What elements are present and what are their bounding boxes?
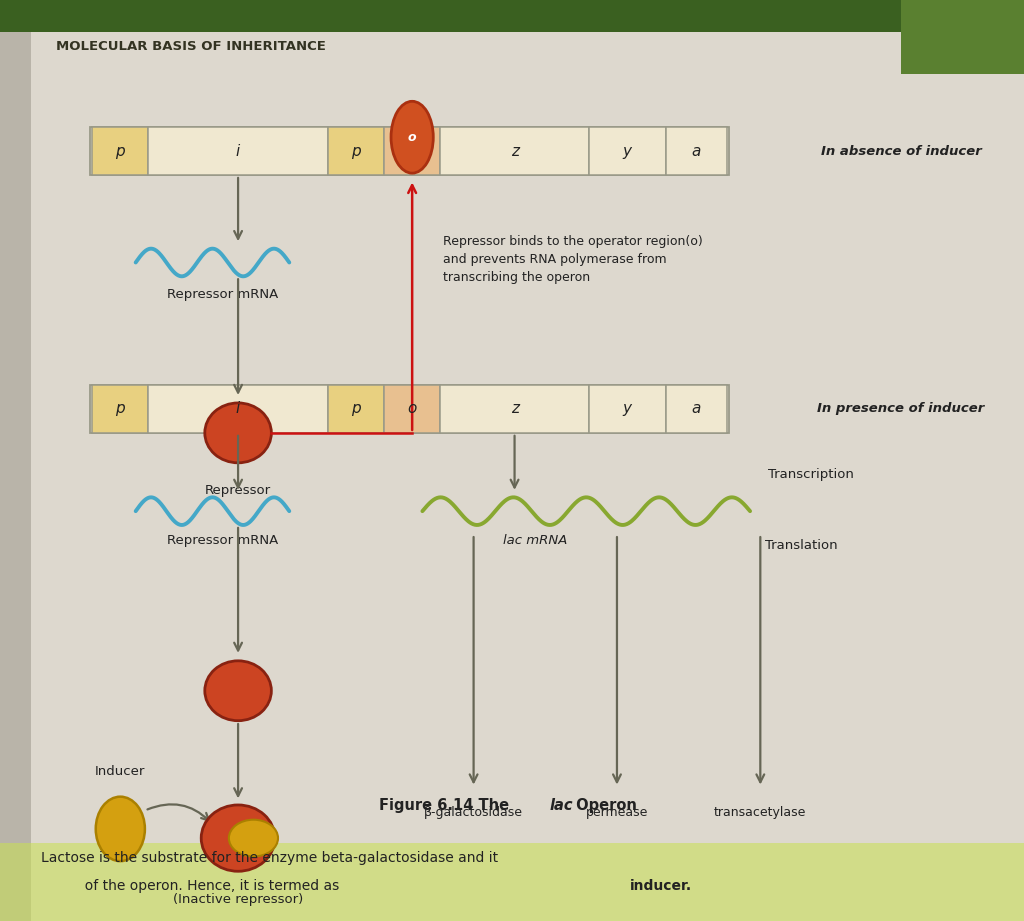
- Text: Operon: Operon: [571, 799, 637, 813]
- Bar: [589, 127, 666, 175]
- Bar: [0, 843, 1024, 921]
- Text: transacetylase: transacetylase: [714, 806, 807, 819]
- Text: i: i: [236, 402, 241, 416]
- Text: y: y: [623, 402, 632, 416]
- Text: a: a: [691, 402, 701, 416]
- Text: (Inactive repressor): (Inactive repressor): [173, 893, 303, 906]
- Text: Transcription: Transcription: [768, 468, 854, 481]
- Text: p: p: [116, 402, 125, 416]
- Text: Repressor: Repressor: [205, 484, 271, 496]
- Text: Translation: Translation: [765, 539, 838, 552]
- Text: a: a: [691, 144, 701, 158]
- Text: z: z: [511, 144, 518, 158]
- Ellipse shape: [205, 661, 271, 720]
- Bar: [666, 385, 727, 433]
- Text: p: p: [351, 144, 360, 158]
- Bar: [328, 127, 384, 175]
- Bar: [92, 385, 148, 433]
- Text: Lactose is the substrate for the enzyme beta-galactosidase and it: Lactose is the substrate for the enzyme …: [41, 851, 498, 866]
- Text: Repressor binds to the operator region(o)
and prevents RNA polymerase from
trans: Repressor binds to the operator region(o…: [442, 235, 702, 284]
- Text: y: y: [623, 144, 632, 158]
- Text: z: z: [511, 402, 518, 416]
- Ellipse shape: [229, 820, 279, 857]
- Bar: [440, 385, 589, 433]
- Text: i: i: [236, 144, 241, 158]
- Text: In presence of inducer: In presence of inducer: [817, 402, 985, 415]
- Ellipse shape: [201, 805, 274, 871]
- Text: β-galactosidase: β-galactosidase: [424, 806, 523, 819]
- Bar: [384, 385, 440, 433]
- Bar: [90, 127, 729, 175]
- Bar: [0, 0, 1024, 32]
- Ellipse shape: [95, 797, 145, 861]
- Bar: [148, 385, 328, 433]
- Bar: [384, 127, 440, 175]
- Text: o: o: [408, 131, 417, 144]
- Text: In absence of inducer: In absence of inducer: [821, 145, 981, 157]
- Text: p: p: [116, 144, 125, 158]
- Bar: [440, 127, 589, 175]
- Text: Repressor mRNA: Repressor mRNA: [167, 288, 279, 301]
- Text: inducer.: inducer.: [630, 879, 692, 893]
- Text: lac mRNA: lac mRNA: [503, 534, 567, 547]
- Bar: [90, 385, 729, 433]
- Bar: [0, 0, 31, 921]
- Text: Figure 6.14 The: Figure 6.14 The: [379, 799, 514, 813]
- Bar: [92, 127, 148, 175]
- Text: p: p: [351, 402, 360, 416]
- Text: o: o: [408, 402, 417, 416]
- Text: o: o: [408, 144, 417, 158]
- Text: of the operon. Hence, it is termed as: of the operon. Hence, it is termed as: [41, 879, 344, 893]
- Text: permease: permease: [586, 806, 648, 819]
- Bar: [666, 127, 727, 175]
- Bar: [589, 385, 666, 433]
- Ellipse shape: [391, 101, 433, 173]
- Bar: [901, 0, 1024, 74]
- Ellipse shape: [205, 403, 271, 462]
- Bar: [148, 127, 328, 175]
- Text: MOLECULAR BASIS OF INHERITANCE: MOLECULAR BASIS OF INHERITANCE: [56, 40, 327, 52]
- Text: Inducer: Inducer: [95, 765, 145, 778]
- Text: Repressor mRNA: Repressor mRNA: [167, 534, 279, 547]
- Text: lac: lac: [550, 799, 573, 813]
- Bar: [328, 385, 384, 433]
